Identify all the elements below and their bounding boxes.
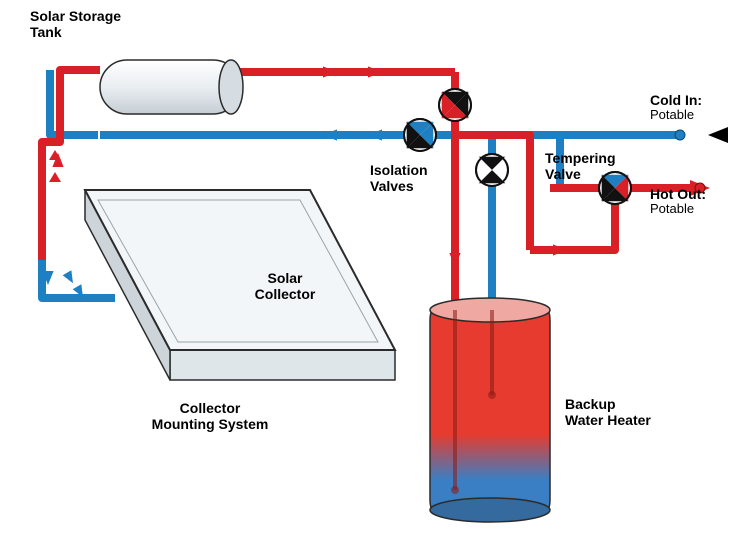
label-hot-out-sub: Potable xyxy=(650,202,740,217)
label-collector-mounting: CollectorMounting System xyxy=(120,400,300,432)
label-tempering-valve: TemperingValve xyxy=(545,150,665,182)
label-backup-heater: BackupWater Heater xyxy=(565,396,685,428)
label-isolation-valves: IsolationValves xyxy=(370,162,490,194)
label-cold-in-sub: Potable xyxy=(650,108,740,123)
diagram-svg xyxy=(0,0,750,551)
label-solar-collector: SolarCollector xyxy=(225,270,345,302)
label-cold-in: Cold In: xyxy=(650,92,740,108)
label-hot-out: Hot Out: xyxy=(650,186,740,202)
diagram-stage: Solar StorageTank SolarCollector Collect… xyxy=(0,0,750,551)
label-solar-storage-tank: Solar StorageTank xyxy=(30,8,170,40)
